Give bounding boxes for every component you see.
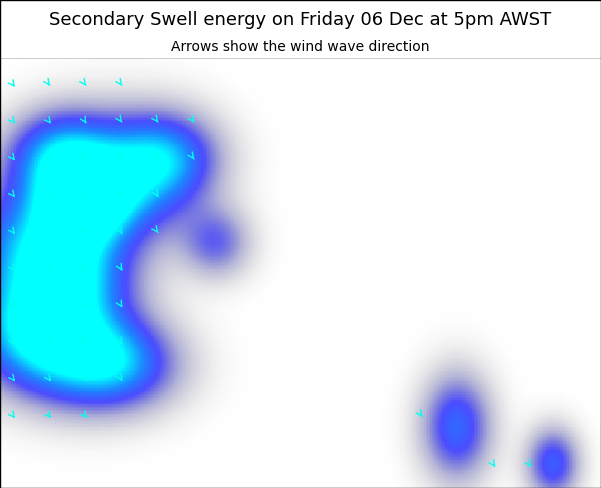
Text: Secondary Swell energy on Friday 06 Dec at 5pm AWST: Secondary Swell energy on Friday 06 Dec …	[49, 12, 552, 29]
Text: Arrows show the wind wave direction: Arrows show the wind wave direction	[171, 40, 430, 54]
